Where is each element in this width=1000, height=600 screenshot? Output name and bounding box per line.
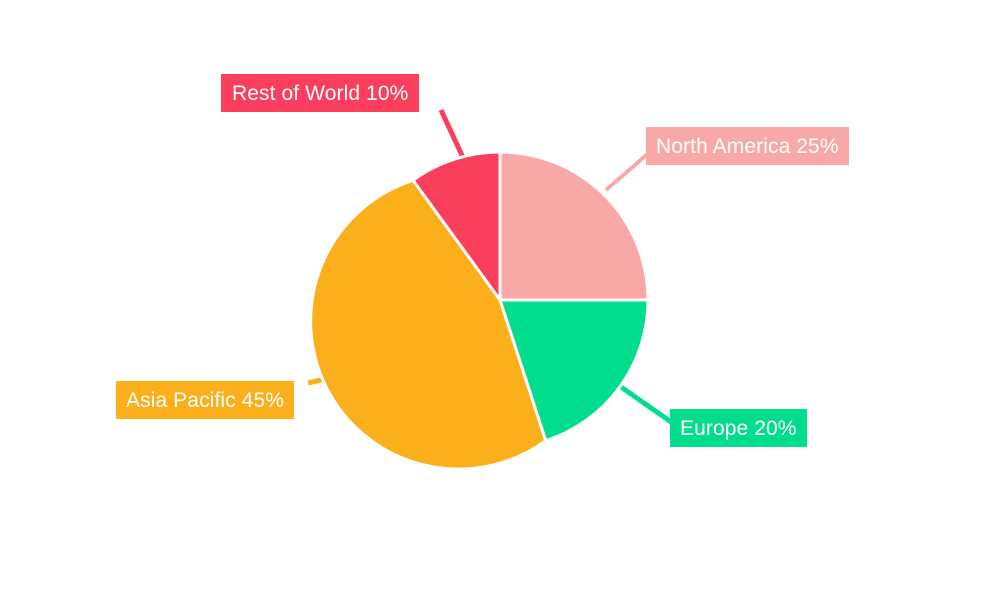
pie-slice-rest-of-world[interactable]	[410, 150, 502, 305]
pie-slice-north-america[interactable]	[498, 150, 650, 302]
leader-line-north-america	[604, 150, 652, 192]
pie-label-rest-of-world[interactable]: Rest of World 10%	[221, 74, 420, 112]
leader-line-europe	[619, 384, 676, 427]
pie-label-rest-of-world-text: Rest of World 10%	[232, 81, 409, 105]
pie-label-europe[interactable]: Europe 20%	[670, 409, 807, 447]
leader-line-rest-of-world	[438, 108, 469, 166]
pie-slice-europe[interactable]	[497, 298, 650, 443]
pie-label-europe-text: Europe 20%	[680, 416, 797, 440]
pie-label-north-america[interactable]: North America 25%	[646, 127, 849, 165]
pie-label-north-america-text: North America 25%	[656, 134, 839, 158]
pie-slice-asia-pacific[interactable]	[309, 178, 548, 471]
pie-label-asia-pacific[interactable]: Asia Pacific 45%	[116, 381, 295, 419]
pie-label-asia-pacific-text: Asia Pacific 45%	[126, 388, 285, 412]
